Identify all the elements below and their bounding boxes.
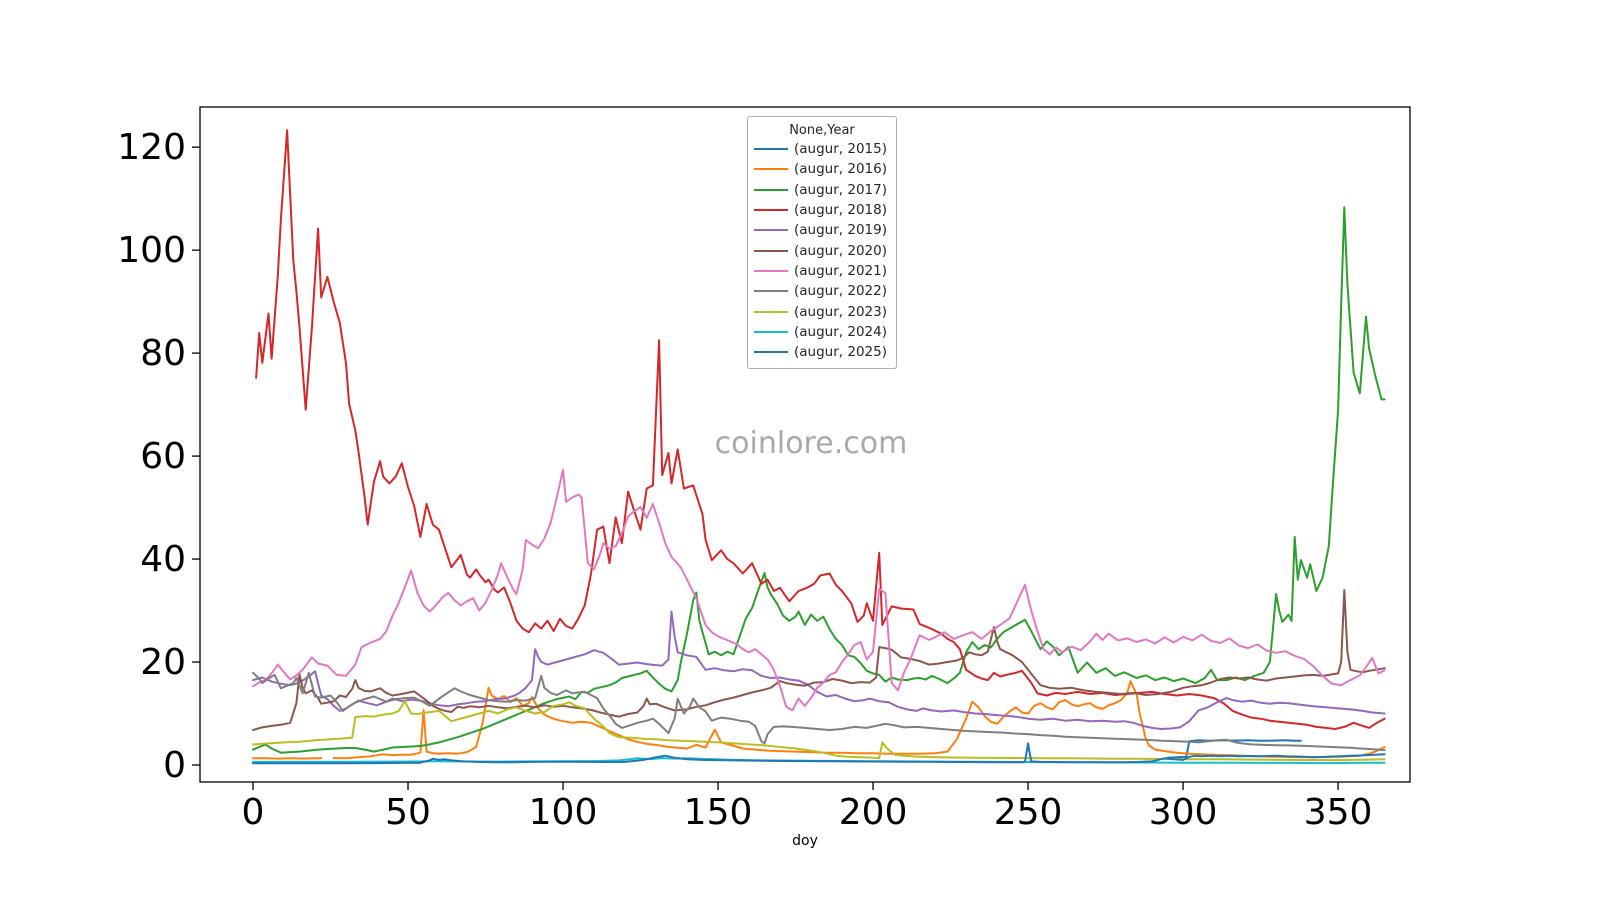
series-line-2020 bbox=[252, 589, 1386, 731]
legend-swatch-line bbox=[754, 168, 788, 171]
series-line-2016 bbox=[332, 680, 1386, 760]
legend-item-label: (augur, 2023) bbox=[794, 303, 887, 320]
x-tick-label: 50 bbox=[385, 792, 431, 833]
x-tick-label: 100 bbox=[529, 792, 598, 833]
x-axis-ticks: 0 50 100 150 200 250 300 350 bbox=[242, 782, 1373, 833]
legend-swatch-line bbox=[754, 310, 788, 313]
legend-item-label: (augur, 2018) bbox=[794, 202, 887, 219]
series-line-2025 bbox=[252, 742, 1386, 765]
legend-swatch-line bbox=[754, 148, 788, 151]
x-tick-label: 150 bbox=[684, 792, 753, 833]
y-tick-label: 60 bbox=[140, 436, 186, 477]
legend-item: (augur, 2018) bbox=[748, 200, 896, 220]
series-line-2021 bbox=[252, 469, 1386, 712]
legend-item: (augur, 2020) bbox=[748, 240, 896, 260]
legend-item: (augur, 2016) bbox=[748, 159, 896, 179]
legend-swatch-line bbox=[754, 269, 788, 272]
series-line-2023 bbox=[252, 700, 1386, 762]
legend-item: (augur, 2021) bbox=[748, 261, 896, 281]
legend-item: (augur, 2015) bbox=[748, 139, 896, 159]
series-line-2022 bbox=[252, 671, 1386, 752]
y-tick-label: 80 bbox=[140, 333, 186, 374]
y-tick-label: 0 bbox=[163, 745, 186, 786]
legend-item-label: (augur, 2016) bbox=[794, 161, 887, 178]
legend-item: (augur, 2019) bbox=[748, 220, 896, 240]
x-tick-label: 350 bbox=[1304, 792, 1373, 833]
legend-item-label: (augur, 2022) bbox=[794, 283, 887, 300]
y-tick-label: 100 bbox=[117, 230, 186, 271]
legend-item-label: (augur, 2020) bbox=[794, 242, 887, 259]
y-tick-label: 120 bbox=[117, 127, 186, 168]
legend-swatch-line bbox=[754, 330, 788, 333]
legend-item: (augur, 2025) bbox=[748, 342, 896, 362]
series-lines bbox=[252, 129, 1386, 765]
legend-item-label: (augur, 2015) bbox=[794, 141, 887, 158]
x-axis-label: doy bbox=[792, 833, 818, 849]
legend-title: None,Year bbox=[789, 123, 855, 138]
legend-item-label: (augur, 2021) bbox=[794, 262, 887, 279]
y-tick-label: 40 bbox=[140, 539, 186, 580]
legend-item: (augur, 2022) bbox=[748, 281, 896, 301]
legend-item-label: (augur, 2024) bbox=[794, 323, 887, 340]
legend-item-label: (augur, 2019) bbox=[794, 222, 887, 239]
legend-item-label: (augur, 2025) bbox=[794, 344, 887, 361]
y-tick-label: 20 bbox=[140, 642, 186, 683]
x-tick-label: 250 bbox=[994, 792, 1063, 833]
legend-item: (augur, 2023) bbox=[748, 301, 896, 321]
legend-swatch-line bbox=[754, 249, 788, 252]
legend-item: (augur, 2017) bbox=[748, 180, 896, 200]
legend-swatch-line bbox=[754, 229, 788, 232]
legend-rows: (augur, 2015) (augur, 2016) (augur, 2017) (… bbox=[748, 139, 896, 362]
x-tick-label: 0 bbox=[242, 792, 265, 833]
watermark: coinlore.com bbox=[715, 426, 908, 461]
legend-swatch-line bbox=[754, 209, 788, 212]
y-axis-ticks: 0 20 40 60 80 100 120 bbox=[117, 127, 200, 786]
x-tick-label: 200 bbox=[839, 792, 908, 833]
legend: None,Year (augur, 2015) (augur, 2016) (aug… bbox=[747, 116, 897, 370]
legend-item-label: (augur, 2017) bbox=[794, 181, 887, 198]
plot-area-border bbox=[199, 106, 1411, 783]
legend-swatch-line bbox=[754, 188, 788, 191]
legend-item: (augur, 2024) bbox=[748, 322, 896, 342]
x-tick-label: 300 bbox=[1149, 792, 1218, 833]
legend-swatch-line bbox=[754, 351, 788, 354]
legend-swatch-line bbox=[754, 290, 788, 293]
